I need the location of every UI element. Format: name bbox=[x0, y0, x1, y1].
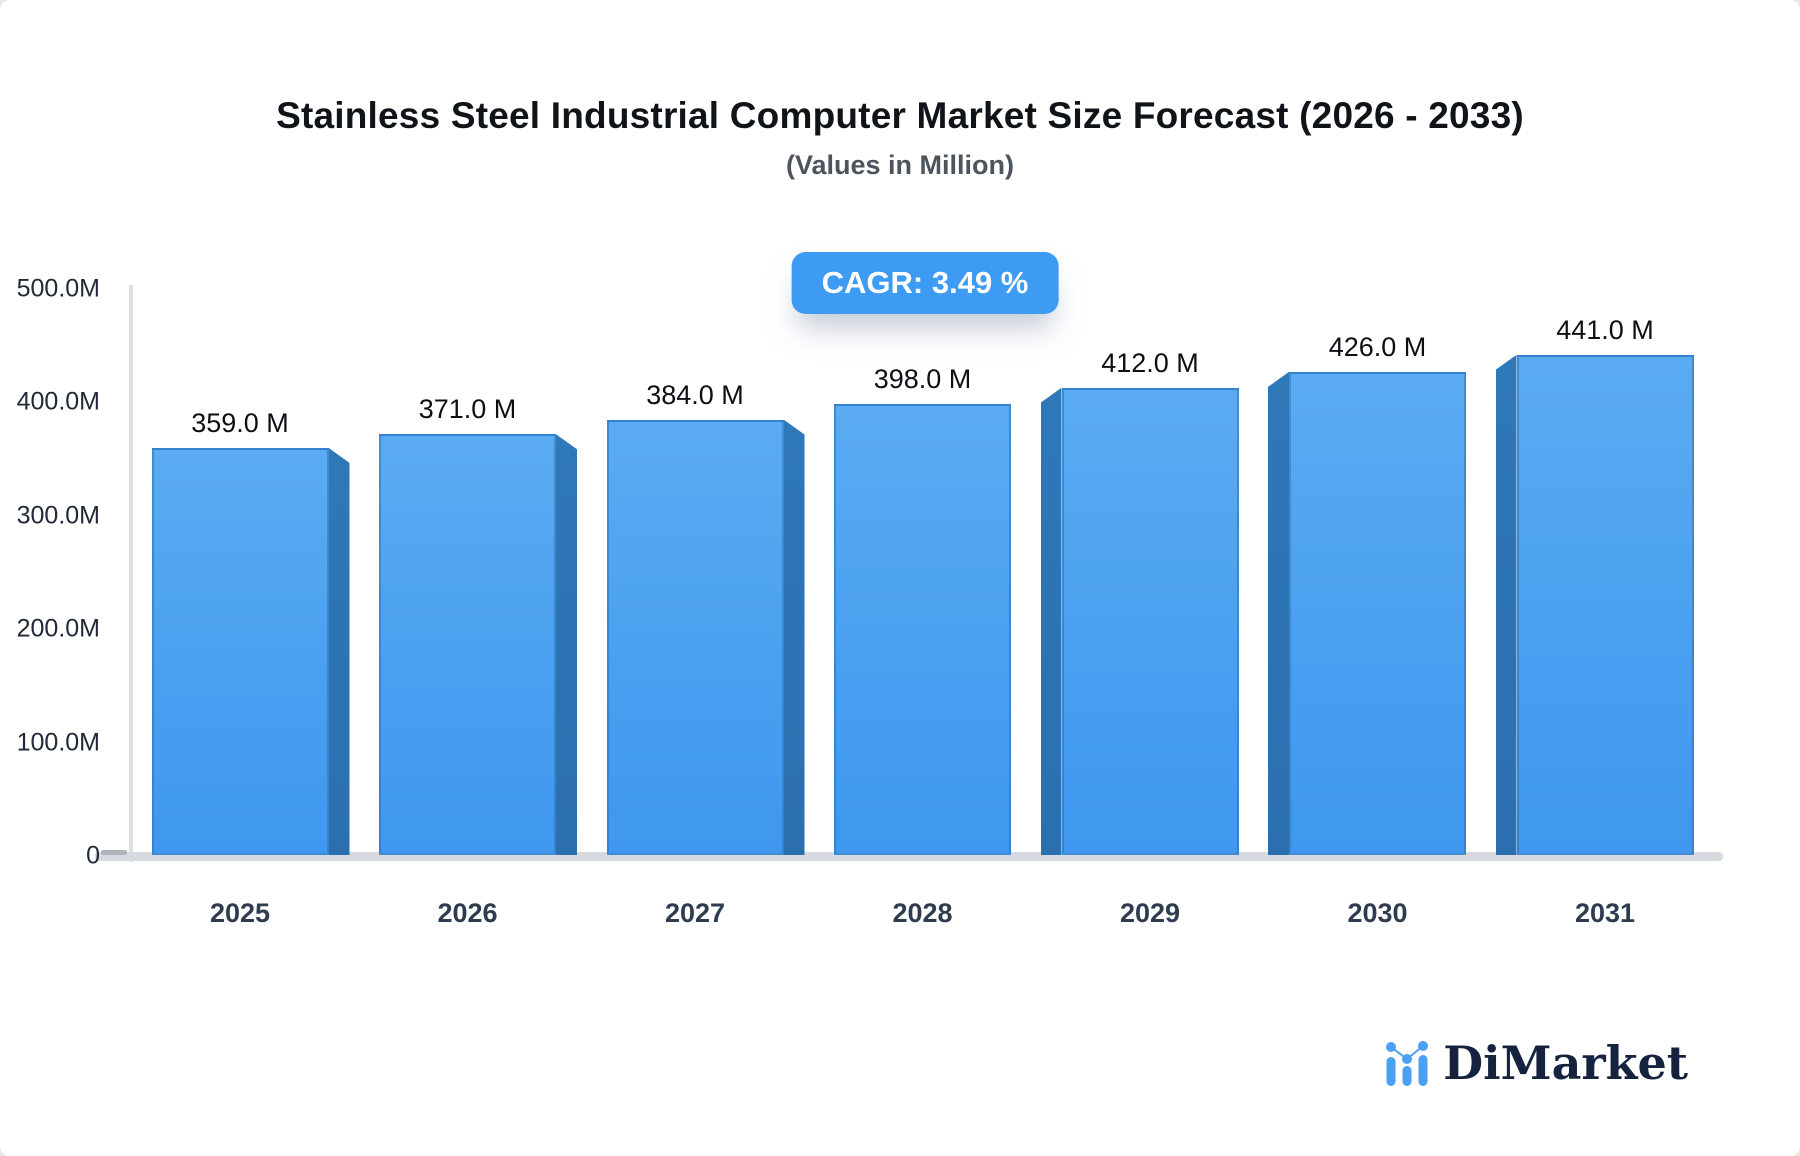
bar-value-label: 441.0 M bbox=[1556, 314, 1654, 345]
bar-face bbox=[1061, 387, 1239, 855]
chart-subtitle: (Values in Million) bbox=[785, 150, 1015, 180]
bar-face bbox=[151, 447, 329, 855]
bar-face bbox=[606, 419, 784, 855]
bar-value-label: 426.0 M bbox=[1328, 331, 1427, 362]
x-axis-tick-label: 2026 bbox=[437, 898, 498, 928]
y-axis-tick-label: 100.0M bbox=[16, 728, 100, 757]
y-axis-tick-label: 200.0M bbox=[16, 614, 100, 643]
bar-side-3d bbox=[783, 419, 805, 855]
bar-side-3d bbox=[1040, 387, 1062, 855]
chart-bar-2026[interactable] bbox=[379, 434, 577, 855]
x-axis-tick-label: 2027 bbox=[664, 898, 726, 928]
chart-bar-2028[interactable] bbox=[834, 403, 1011, 855]
bar-face bbox=[834, 403, 1011, 855]
x-axis-tick-label: 2031 bbox=[1574, 898, 1636, 928]
bar-chart-logo-icon bbox=[1385, 1040, 1429, 1086]
x-axis-tick-label: 2028 bbox=[892, 898, 953, 928]
chart-title: Stainless Steel Industrial Computer Mark… bbox=[276, 95, 1524, 136]
bar-value-label: 398.0 M bbox=[873, 363, 972, 394]
bar-value-label: 359.0 M bbox=[191, 407, 289, 438]
x-axis-tick-label: 2025 bbox=[209, 898, 271, 928]
brand-name: DiMarket bbox=[1443, 1036, 1688, 1090]
bar-side-3d bbox=[1495, 354, 1517, 855]
y-axis-tick-label: 500.0M bbox=[16, 274, 100, 303]
bar-face bbox=[379, 434, 556, 855]
bar-value-label: 371.0 M bbox=[418, 394, 517, 425]
chart-bar-2027[interactable] bbox=[606, 419, 805, 855]
chart-bar-2029[interactable] bbox=[1040, 387, 1239, 855]
bar-value-label: 384.0 M bbox=[646, 379, 744, 410]
y-axis-tick-label: 0 bbox=[86, 841, 100, 870]
y-axis-tick-label: 300.0M bbox=[16, 501, 100, 530]
bar-side-3d bbox=[1268, 371, 1289, 855]
bar-side-3d bbox=[556, 434, 577, 855]
bar-value-label: 412.0 M bbox=[1101, 347, 1199, 378]
chart-bar-2025[interactable] bbox=[151, 447, 350, 855]
y-axis-line bbox=[129, 285, 133, 862]
bar-face bbox=[1516, 354, 1694, 855]
x-axis-line bbox=[95, 852, 1723, 861]
bar-face bbox=[1289, 371, 1466, 855]
y-axis-tick-label: 400.0M bbox=[16, 387, 100, 416]
bar-side-3d bbox=[328, 447, 350, 855]
zero-tick-mark bbox=[101, 850, 127, 855]
x-axis-tick-label: 2029 bbox=[1119, 898, 1181, 928]
x-axis-tick-label: 2030 bbox=[1347, 898, 1408, 928]
chart-bar-2030[interactable] bbox=[1268, 371, 1466, 855]
brand-logo: DiMarket bbox=[1385, 1040, 1688, 1086]
cagr-badge: CAGR: 3.49 % bbox=[791, 252, 1059, 314]
chart-bar-2031[interactable] bbox=[1495, 354, 1694, 855]
